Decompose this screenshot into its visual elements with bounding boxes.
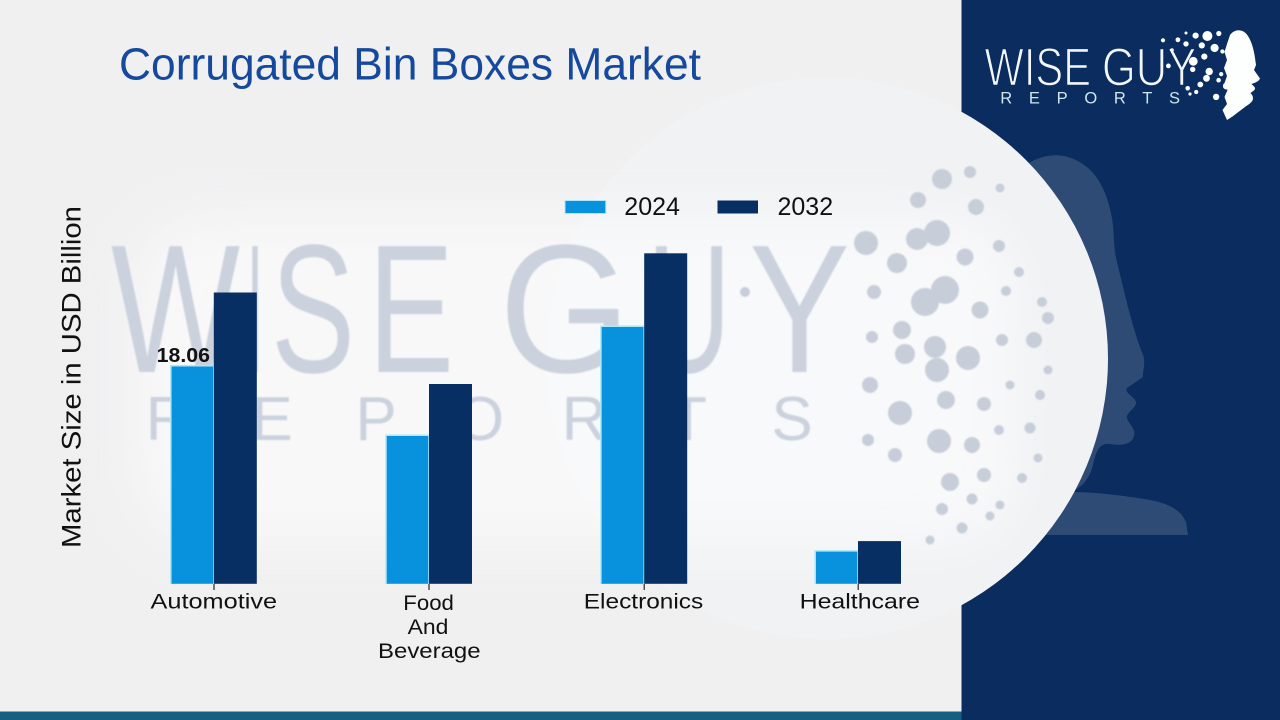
svg-text:S: S [271,206,355,411]
svg-text:And: And [408,615,449,639]
svg-text:Electronics: Electronics [584,590,704,614]
svg-text:GUY: GUY [1102,38,1197,97]
svg-text:2032: 2032 [778,193,834,221]
svg-text:R: R [562,385,607,454]
svg-text:Y: Y [749,206,850,411]
svg-text:S: S [771,385,812,454]
svg-text:E: E [368,206,454,411]
svg-text:Market Size in USD Billion: Market Size in USD Billion [57,206,87,548]
svg-text:Beverage: Beverage [378,639,481,663]
svg-text:Corrugated Bin Boxes Market: Corrugated Bin Boxes Market [119,38,701,89]
svg-text:Healthcare: Healthcare [800,590,920,614]
svg-text:Automotive: Automotive [151,590,278,614]
svg-text:WISE: WISE [985,38,1092,97]
svg-text:2024: 2024 [624,193,680,221]
svg-text:E: E [251,385,292,454]
svg-text:Food: Food [403,591,454,615]
svg-text:18.06: 18.06 [157,345,210,367]
